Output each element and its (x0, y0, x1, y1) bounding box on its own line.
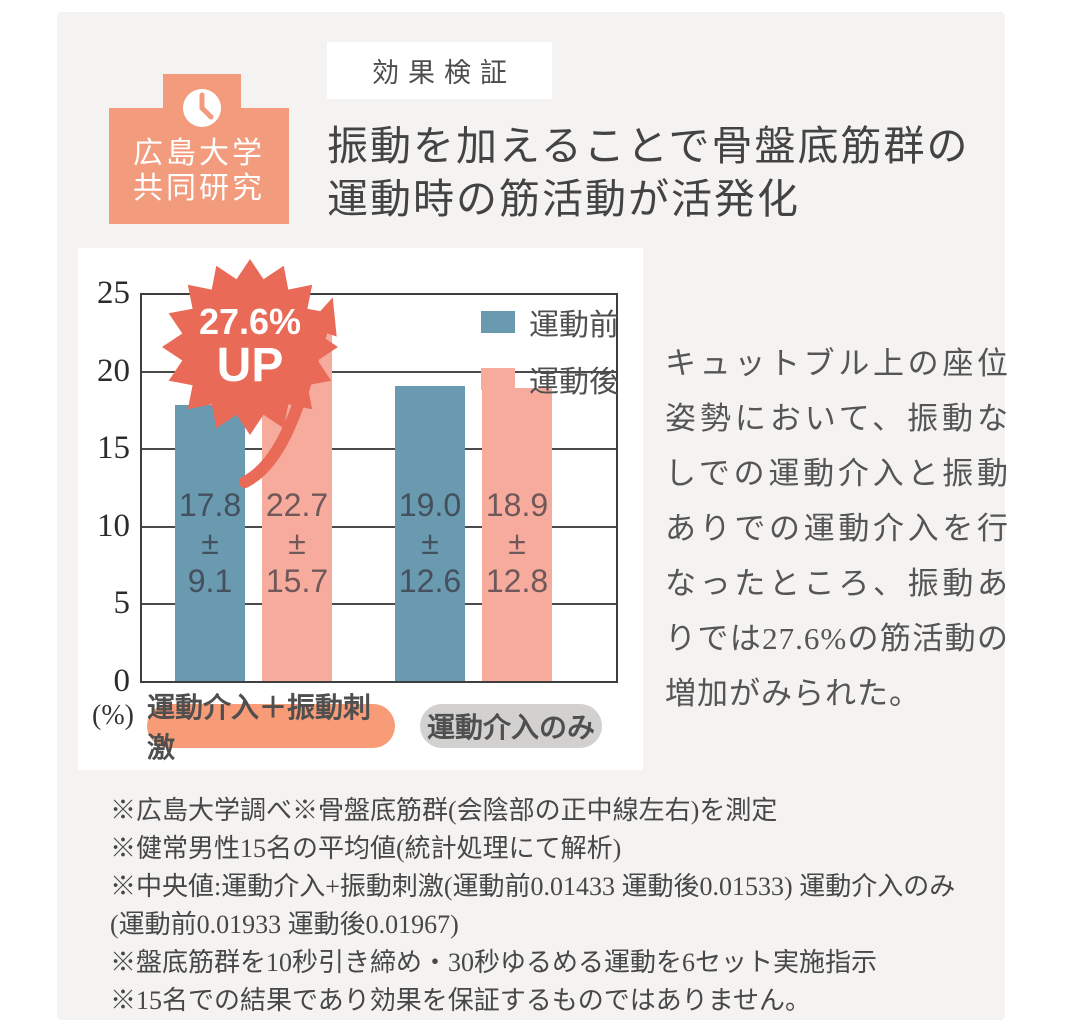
chart-panel: 25 20 15 10 5 0 17.8 ±9.1 22.7 ±15.7 19.0 ±… (78, 248, 643, 770)
ytick-25: 25 (97, 275, 130, 311)
result-paragraph: キュットブル上の座位姿勢において、振動なしでの運動介入と振動ありでの運動介入を行… (665, 346, 1009, 711)
legend-item-post: 運動後 (481, 357, 619, 401)
title-line1: 振動を加えることで骨盤底筋群の (327, 123, 970, 169)
ytick-20: 20 (97, 353, 130, 389)
footnotes: ※広島大学調べ※骨盤底筋群(会陰部の正中線左右)を測定 ※健常男性15名の平均値… (110, 792, 1010, 1020)
bar-pre-only (395, 386, 465, 681)
kicker-label: 効果検証 (372, 58, 516, 88)
legend-label-post: 運動後 (529, 366, 619, 399)
legend-label-pre: 運動前 (529, 309, 619, 342)
bar-pre-vibration (175, 405, 245, 681)
badge-line1: 広島大学 (133, 137, 265, 170)
ytick-5: 5 (113, 585, 131, 621)
footnote-line: ※健常男性15名の平均値(統計処理にて解析) (110, 834, 622, 863)
legend-swatch-blue (481, 311, 515, 333)
percent-up-value: 27.6% (198, 301, 302, 342)
starburst-text: 27.6% UP (160, 257, 340, 437)
bar-post-only (482, 388, 552, 681)
category-pill-vibration: 運動介入＋振動刺激 (147, 692, 395, 763)
starburst-badge (162, 259, 338, 435)
university-badge: 広島大学 共同研究 (109, 108, 289, 224)
bar-value-label: 19.0 ±12.6 (398, 487, 462, 599)
category-pill-exercise-only: 運動介入のみ (420, 704, 602, 748)
plot-area (140, 293, 618, 683)
footnote-line: ※中央値:運動介入+振動刺激(運動前0.01433 運動後0.01533) 運動… (110, 872, 956, 901)
footnote-line: ※15名での結果であり効果を保証するものではありません。 (110, 986, 811, 1015)
title-line2: 運動時の筋活動が活発化 (327, 176, 800, 222)
clock-icon (183, 89, 221, 127)
footnote-line: ※広島大学調べ※骨盤底筋群(会陰部の正中線左右)を測定 (110, 796, 778, 825)
footnote-line: ※盤底筋群を10秒引き締め・30秒ゆるめる運動を6セット実施指示 (110, 948, 878, 977)
legend-swatch-pink (481, 368, 515, 390)
gridline-5 (142, 603, 616, 605)
badge-line2: 共同研究 (133, 172, 265, 205)
ytick-10: 10 (97, 508, 130, 544)
ytick-0: 0 (113, 663, 131, 699)
page-title: 振動を加えることで骨盤底筋群の 運動時の筋活動が活発化 (327, 120, 970, 226)
ytick-15: 15 (97, 430, 130, 466)
bar-value-label: 17.8 ±9.1 (178, 487, 242, 599)
gridline-20 (142, 371, 616, 373)
percent-up-word: UP (216, 339, 284, 392)
gridline-10 (142, 526, 616, 528)
kicker-box: 効果検証 (327, 42, 552, 99)
gridline-15 (142, 448, 616, 450)
bar-value-label: 22.7 ±15.7 (265, 487, 329, 599)
bar-value-label: 18.9 ±12.8 (485, 487, 549, 599)
legend-item-pre: 運動前 (481, 300, 619, 344)
legend: 運動前 運動後 (481, 300, 619, 401)
unit-label: (%) (92, 700, 134, 731)
footnote-line: (運動前0.01933 運動後0.01967) (110, 910, 459, 939)
